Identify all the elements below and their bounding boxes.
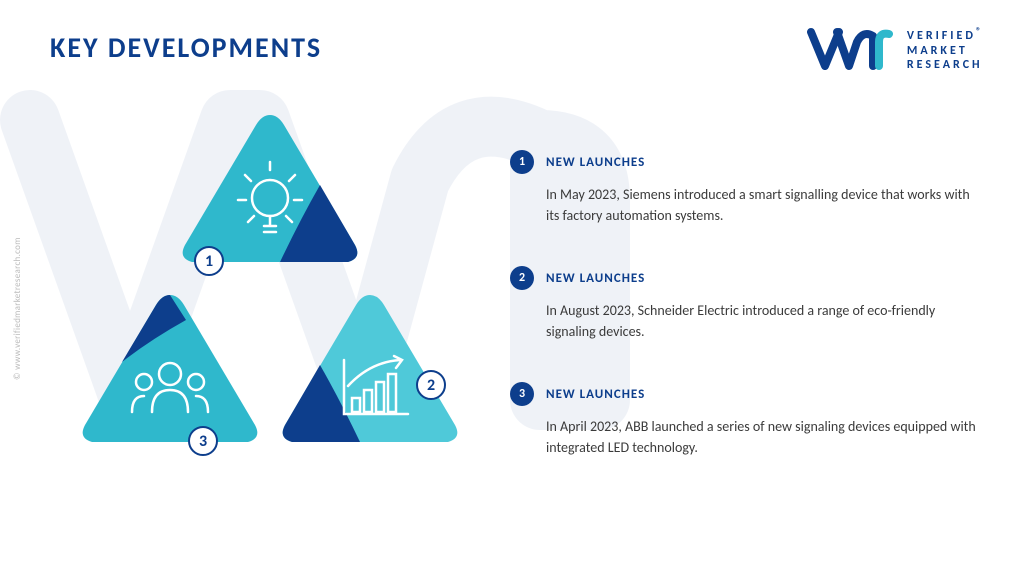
brand-logo: VERIFIED® MARKET RESEARCH [807,24,984,74]
development-item: 3 NEW LAUNCHES In April 2023, ABB launch… [510,382,980,458]
triangle-graphic: 1 2 3 [80,110,460,470]
triangle-2-badge: 2 [416,370,446,400]
triangle-1: 1 [180,110,360,270]
logo-text: VERIFIED® MARKET RESEARCH [907,25,984,72]
development-item: 1 NEW LAUNCHES In May 2023, Siemens intr… [510,150,980,226]
item-body: In May 2023, Siemens introduced a smart … [546,184,980,226]
triangle-1-badge: 1 [194,246,224,276]
triangle-2: 2 [280,290,460,450]
developments-list: 1 NEW LAUNCHES In May 2023, Siemens intr… [510,150,980,498]
triangle-3-badge: 3 [188,426,218,456]
item-title: NEW LAUNCHES [546,387,645,402]
item-title: NEW LAUNCHES [546,271,645,286]
item-number-badge: 1 [510,150,534,174]
item-title: NEW LAUNCHES [546,155,645,170]
item-body: In August 2023, Schneider Electric intro… [546,300,980,342]
page-title: KEY DEVELOPMENTS [50,30,322,65]
copyright-text: © www.verifiedmarketresearch.com [12,237,23,380]
item-number-badge: 3 [510,382,534,406]
logo-mark-icon [807,24,897,74]
item-number-badge: 2 [510,266,534,290]
item-body: In April 2023, ABB launched a series of … [546,416,980,458]
development-item: 2 NEW LAUNCHES In August 2023, Schneider… [510,266,980,342]
triangle-3: 3 [80,290,260,450]
